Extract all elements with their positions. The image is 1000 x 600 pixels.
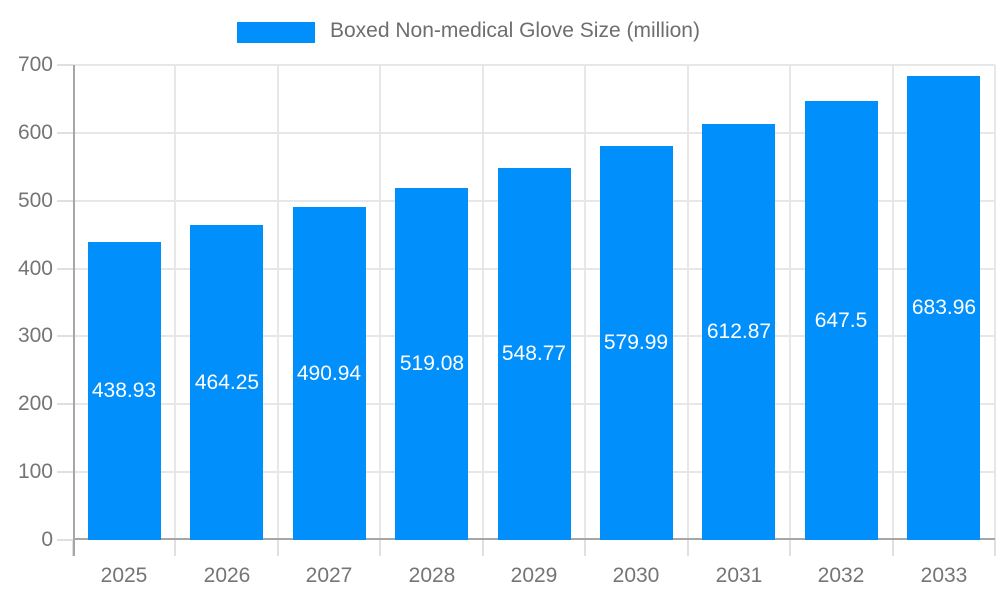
y-axis-tick: [57, 64, 73, 66]
legend: Boxed Non-medical Glove Size (million): [0, 0, 1000, 60]
bar-value-label: 579.99: [603, 331, 669, 354]
y-axis-tick: [57, 132, 73, 134]
x-axis-label: 2026: [203, 564, 251, 587]
gridline-v: [892, 65, 894, 540]
y-axis-label: 100: [17, 460, 53, 483]
plot-area: 0 100 200 300 400 500 600 700 438.93 464.25 490.94…: [18, 53, 996, 587]
bar-2029[interactable]: [498, 168, 571, 540]
legend-swatch: [237, 22, 315, 43]
bar-value-label: 683.96: [911, 296, 977, 319]
bar-value-label: 647.5: [814, 309, 868, 332]
bar-2025[interactable]: [88, 242, 161, 540]
bar-2027[interactable]: [293, 207, 366, 540]
bar-value-label: 490.94: [296, 362, 362, 385]
bar-2032[interactable]: [805, 101, 878, 540]
bar-value-label: 612.87: [706, 320, 772, 343]
y-axis-label: 600: [17, 121, 53, 144]
bar-value-label: 464.25: [194, 371, 260, 394]
x-axis-tick: [789, 540, 791, 556]
y-axis-tick: [57, 335, 73, 337]
x-axis-label: 2028: [408, 564, 456, 587]
x-axis-tick: [687, 540, 689, 556]
bar-2031[interactable]: [702, 124, 775, 540]
gridline-v: [379, 65, 381, 540]
x-axis-tick: [277, 540, 279, 556]
bar-2026[interactable]: [190, 225, 263, 540]
y-axis-label: 0: [41, 528, 53, 551]
x-axis-label: 2032: [817, 564, 865, 587]
gridline-h: [73, 132, 995, 134]
bar-2030[interactable]: [600, 146, 673, 540]
bar-value-label: 519.08: [399, 352, 465, 375]
y-axis-label: 200: [17, 392, 53, 415]
gridline-v: [482, 65, 484, 540]
x-axis-label: 2025: [100, 564, 148, 587]
legend-label: Boxed Non-medical Glove Size (million): [330, 19, 700, 42]
x-axis-label: 2031: [715, 564, 763, 587]
x-axis-tick: [584, 540, 586, 556]
x-axis-label: 2033: [920, 564, 968, 587]
x-axis-label: 2027: [305, 564, 353, 587]
gridline-v: [789, 65, 791, 540]
y-axis-tick: [57, 268, 73, 270]
y-axis-label: 400: [17, 257, 53, 280]
y-axis-label: 700: [17, 53, 53, 76]
gridline-h: [73, 64, 995, 66]
bar-value-label: 548.77: [501, 342, 567, 365]
gridline-v: [277, 65, 279, 540]
bar-value-label: 438.93: [91, 379, 157, 402]
x-axis-tick: [892, 540, 894, 556]
gridline-v: [174, 65, 176, 540]
gridline-v: [584, 65, 586, 540]
x-axis-label: 2030: [612, 564, 660, 587]
gridline-v: [687, 65, 689, 540]
y-axis-tick: [57, 403, 73, 405]
x-axis-label: 2029: [510, 564, 558, 587]
y-axis-tick: [57, 471, 73, 473]
y-axis-tick: [57, 200, 73, 202]
x-axis-tick: [994, 540, 996, 556]
bar-2033[interactable]: [907, 76, 980, 540]
y-axis-label: 300: [17, 324, 53, 347]
gridline-v: [994, 65, 996, 540]
y-axis-tick: [57, 539, 73, 541]
x-axis-tick: [482, 540, 484, 556]
y-axis-line: [73, 65, 75, 556]
x-axis-tick: [174, 540, 176, 556]
x-axis-tick: [379, 540, 381, 556]
bar-2028[interactable]: [395, 188, 468, 540]
y-axis-label: 500: [17, 189, 53, 212]
